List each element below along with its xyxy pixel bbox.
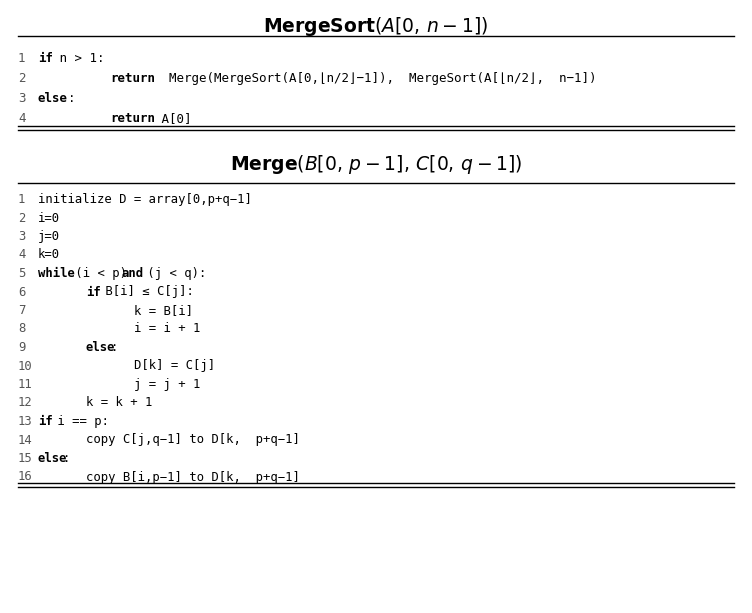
Text: :: : — [110, 341, 117, 354]
Text: :: : — [62, 452, 69, 465]
Text: 11: 11 — [18, 378, 33, 391]
Text: $\mathbf{Merge}(B[0,\,p-1],\,C[0,\,q-1])$: $\mathbf{Merge}(B[0,\,p-1],\,C[0,\,q-1])… — [230, 153, 522, 176]
Text: 1: 1 — [18, 193, 26, 206]
Text: copy B[i,p−1] to D[k,  p+q−1]: copy B[i,p−1] to D[k, p+q−1] — [86, 471, 300, 484]
Text: if: if — [86, 286, 101, 299]
Text: n > 1:: n > 1: — [52, 52, 105, 65]
Text: 15: 15 — [18, 452, 33, 465]
Text: while: while — [38, 267, 75, 280]
Text: 10: 10 — [18, 359, 33, 373]
Text: k = k + 1: k = k + 1 — [86, 397, 153, 409]
Text: and: and — [122, 267, 144, 280]
Text: i=0: i=0 — [38, 211, 60, 224]
Text: B[i] ≤ C[j]:: B[i] ≤ C[j]: — [98, 286, 194, 299]
Text: Merge(MergeSort(A[0,⌊n/2⌋−1]),  MergeSort(A[⌊n/2⌋,  n−1]): Merge(MergeSort(A[0,⌊n/2⌋−1]), MergeSort… — [154, 72, 596, 85]
Text: 16: 16 — [18, 471, 33, 484]
Text: 3: 3 — [18, 92, 26, 105]
Text: 8: 8 — [18, 322, 26, 335]
Text: 1: 1 — [18, 52, 26, 65]
Text: 4: 4 — [18, 112, 26, 125]
Text: D[k] = C[j]: D[k] = C[j] — [134, 359, 215, 373]
Text: 5: 5 — [18, 267, 26, 280]
Text: else: else — [86, 341, 116, 354]
Text: else: else — [38, 452, 68, 465]
Text: 2: 2 — [18, 72, 26, 85]
Text: initialize D = array[0,p+q−1]: initialize D = array[0,p+q−1] — [38, 193, 252, 206]
Text: j=0: j=0 — [38, 230, 60, 243]
Text: 3: 3 — [18, 230, 26, 243]
Text: i = i + 1: i = i + 1 — [134, 322, 200, 335]
Text: k=0: k=0 — [38, 248, 60, 262]
Text: if: if — [38, 415, 53, 428]
Text: copy C[j,q−1] to D[k,  p+q−1]: copy C[j,q−1] to D[k, p+q−1] — [86, 433, 300, 446]
Text: 14: 14 — [18, 433, 33, 446]
Text: 13: 13 — [18, 415, 33, 428]
Text: 4: 4 — [18, 248, 26, 262]
Text: 12: 12 — [18, 397, 33, 409]
Text: 7: 7 — [18, 304, 26, 317]
Text: k = B[i]: k = B[i] — [134, 304, 193, 317]
Text: if: if — [38, 52, 53, 65]
Text: i == p:: i == p: — [50, 415, 109, 428]
Text: :: : — [68, 92, 75, 105]
Text: 2: 2 — [18, 211, 26, 224]
Text: A[0]: A[0] — [154, 112, 192, 125]
Text: $\mathbf{MergeSort}(A[0,\,n-1])$: $\mathbf{MergeSort}(A[0,\,n-1])$ — [263, 15, 489, 38]
Text: return: return — [110, 112, 155, 125]
Text: 6: 6 — [18, 286, 26, 299]
Text: return: return — [110, 72, 155, 85]
Text: 9: 9 — [18, 341, 26, 354]
Text: j = j + 1: j = j + 1 — [134, 378, 200, 391]
Text: (j < q):: (j < q): — [140, 267, 206, 280]
Text: (i < p): (i < p) — [68, 267, 135, 280]
Text: else: else — [38, 92, 68, 105]
